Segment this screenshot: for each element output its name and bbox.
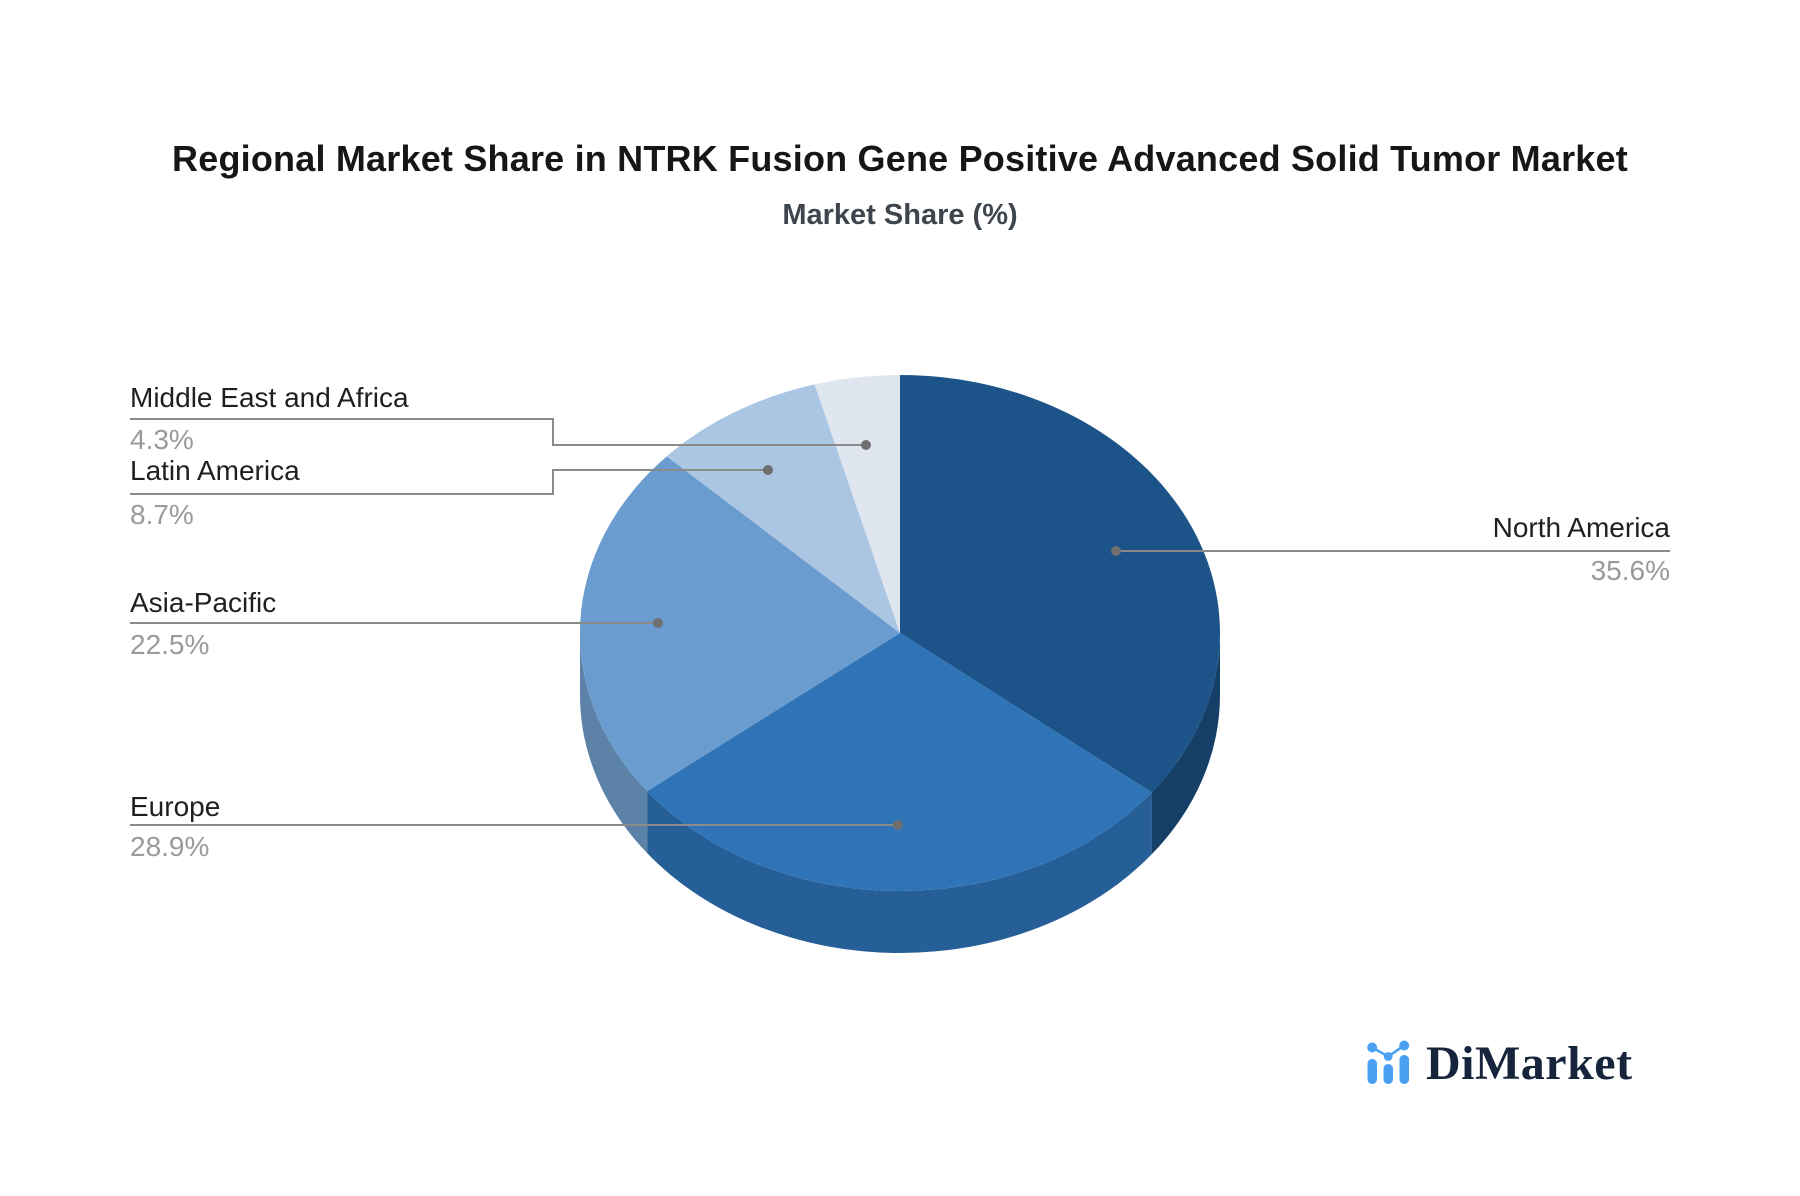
slice-value-north-america: 35.6% <box>1590 555 1670 586</box>
leader-line-latin-america <box>130 469 768 495</box>
dimarket-logo-text: DiMarket <box>1426 1037 1633 1090</box>
slice-value-europe: 28.9% <box>130 831 210 862</box>
leader-dot-latin-america <box>763 465 773 475</box>
leader-dot-middle-east-and-africa <box>861 440 871 450</box>
slice-label-north-america: North America <box>1492 512 1670 543</box>
pie-slice-latin-america[interactable] <box>666 384 900 633</box>
pie-slice-side-europe <box>647 791 1152 954</box>
leader-lines-group <box>130 418 1670 826</box>
leader-dots-group <box>653 440 1121 830</box>
pie-slice-north-america[interactable] <box>900 375 1220 793</box>
slice-label-asia-pacific: Asia-Pacific <box>130 587 277 618</box>
leader-dot-europe <box>893 820 903 830</box>
pie-slice-side-north-america <box>1151 633 1220 855</box>
pie-slice-side-asia-pacific <box>580 633 648 854</box>
dimarket-logo: DiMarket <box>1366 1038 1633 1088</box>
leader-dot-asia-pacific <box>653 618 663 628</box>
leader-dot-north-america <box>1111 546 1121 556</box>
dimarket-logo-icon <box>1367 1040 1410 1084</box>
slice-label-latin-america: Latin America <box>130 455 300 486</box>
slice-value-asia-pacific: 22.5% <box>130 629 210 660</box>
chart-title: Regional Market Share in NTRK Fusion Gen… <box>172 138 1628 179</box>
slice-value-latin-america: 8.7% <box>130 499 194 530</box>
chart-subtitle: Market Share (%) <box>782 199 1018 231</box>
slice-label-middle-east-and-africa: Middle East and Africa <box>130 382 409 413</box>
slice-label-europe: Europe <box>130 791 221 822</box>
slice-value-middle-east-and-africa: 4.3% <box>130 424 194 455</box>
pie-slices-group <box>580 375 1220 954</box>
pie-slice-asia-pacific[interactable] <box>580 456 900 792</box>
leader-line-middle-east-and-africa <box>130 418 866 446</box>
pie-slice-middle-east-and-africa[interactable] <box>814 375 900 633</box>
pie-slice-europe[interactable] <box>647 633 1152 891</box>
